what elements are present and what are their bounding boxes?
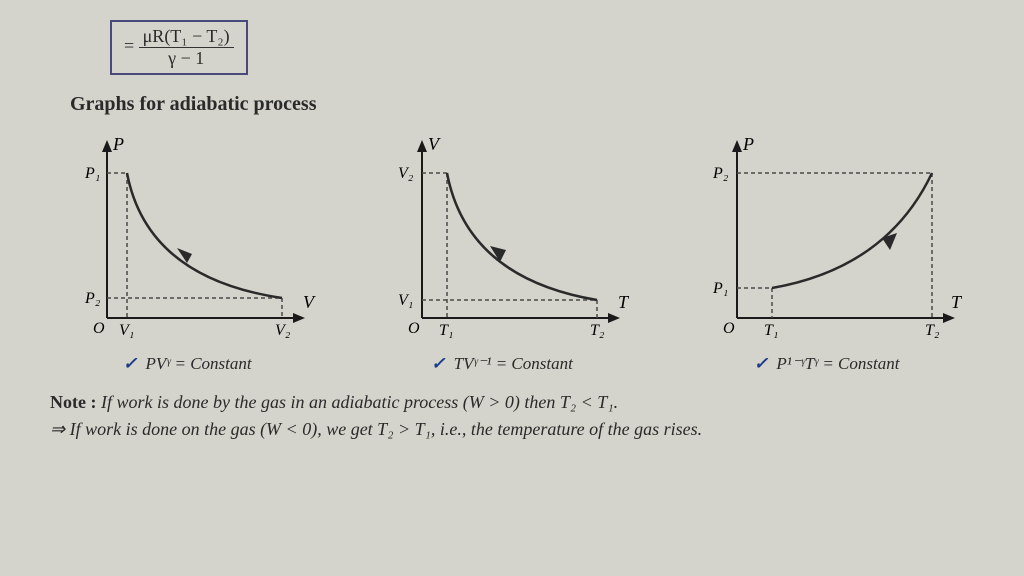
origin-label: O: [408, 320, 420, 337]
graph-pt-caption: ✓ P¹⁻ᵞTᵞ = Constant: [754, 354, 900, 374]
x-axis-label: T: [618, 292, 630, 312]
caption-text: PVᵞ = Constant: [146, 354, 252, 373]
formula-fraction: μR(T₁ − T₂) γ − 1: [139, 26, 234, 69]
t1-label: T₁: [764, 322, 778, 339]
y-axis-label: V: [428, 134, 441, 154]
formula-numerator: μR(T₁ − T₂): [139, 26, 234, 48]
graphs-row: P P₁ P₂ O V₁ V₂ V ✓ PVᵞ = Constant V: [30, 128, 994, 374]
p1-label: P₁: [84, 165, 100, 182]
graph-pv: P P₁ P₂ O V₁ V₂ V ✓ PVᵞ = Constant: [57, 128, 317, 374]
origin-label: O: [93, 320, 105, 337]
x-axis-label: V: [303, 292, 316, 312]
check-icon: ✓: [431, 354, 445, 373]
graph-pv-svg: P P₁ P₂ O V₁ V₂ V: [57, 128, 317, 348]
note-block: Note : If work is done by the gas in an …: [50, 389, 994, 443]
v1-label: V₁: [398, 292, 413, 309]
formula-prefix: =: [124, 36, 134, 56]
work-formula-box: = μR(T₁ − T₂) γ − 1: [110, 20, 248, 75]
graph-vt-caption: ✓ TVᵞ⁻¹ = Constant: [431, 354, 573, 374]
note-line2: ⇒ If work is done on the gas (W < 0), we…: [50, 419, 702, 439]
t2-label: T₂: [925, 322, 940, 339]
v2-label: V₂: [398, 165, 414, 182]
graph-pv-caption: ✓ PVᵞ = Constant: [123, 354, 252, 374]
graph-pt: P P₂ P₁ O T₁ T₂ T ✓ P¹⁻ᵞTᵞ = Constant: [687, 128, 967, 374]
v1-label: V₁: [119, 322, 134, 339]
check-icon: ✓: [754, 354, 768, 373]
graph-pt-svg: P P₂ P₁ O T₁ T₂ T: [687, 128, 967, 348]
p2-label: P₂: [84, 290, 101, 307]
section-heading: Graphs for adiabatic process: [70, 93, 994, 116]
p2-label: P₂: [712, 165, 729, 182]
y-axis-label: P: [742, 134, 754, 154]
caption-text: P¹⁻ᵞTᵞ = Constant: [776, 354, 899, 373]
t1-label: T₁: [439, 322, 453, 339]
p1-label: P₁: [712, 280, 728, 297]
check-icon: ✓: [123, 354, 137, 373]
graph-vt: V V₂ V₁ O T₁ T₂ T ✓ TVᵞ⁻¹ = Constant: [372, 128, 632, 374]
v2-label: V₂: [275, 322, 291, 339]
origin-label: O: [723, 320, 735, 337]
x-axis-label: T: [951, 292, 963, 312]
caption-text: TVᵞ⁻¹ = Constant: [454, 354, 573, 373]
t2-label: T₂: [590, 322, 605, 339]
note-line1: If work is done by the gas in an adiabat…: [101, 392, 618, 412]
formula-denominator: γ − 1: [139, 48, 234, 69]
y-axis-label: P: [112, 134, 124, 154]
graph-vt-svg: V V₂ V₁ O T₁ T₂ T: [372, 128, 632, 348]
note-label: Note :: [50, 392, 96, 412]
